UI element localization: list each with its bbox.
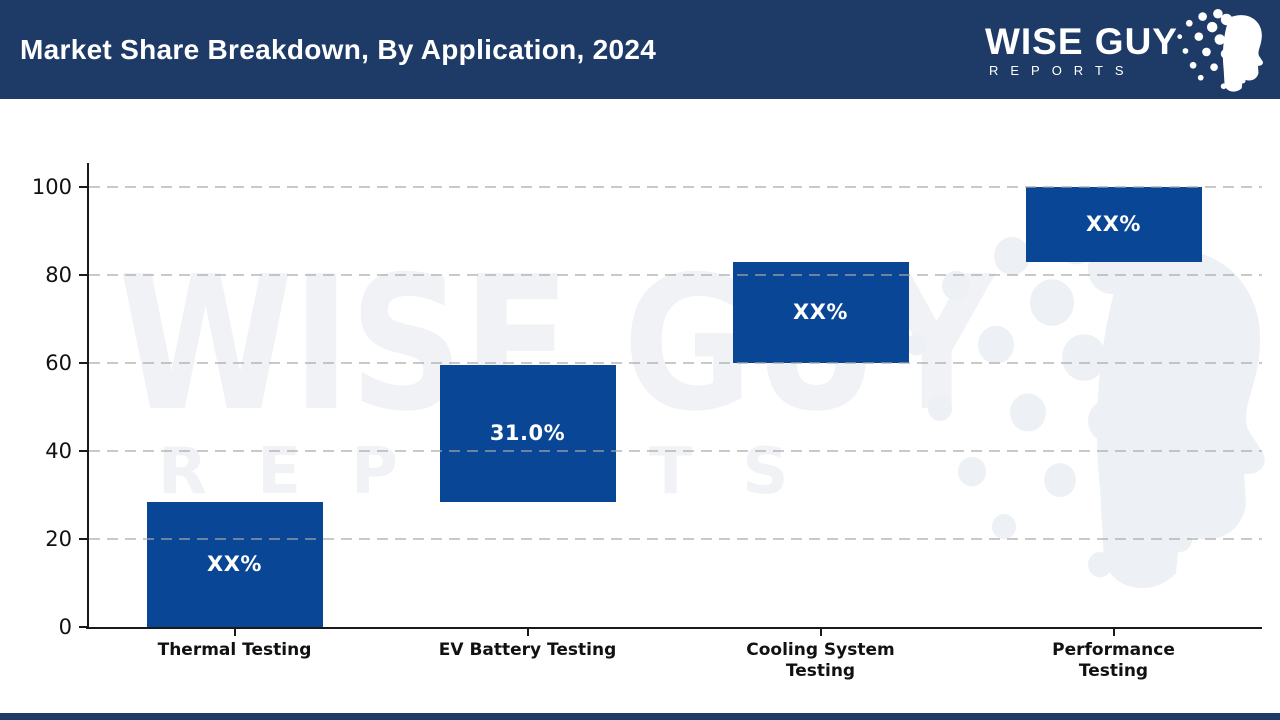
brand-logo-text: WISE GUY REPORTS [985,23,1178,77]
gridline-60 [89,362,1262,364]
wiseguy-face-logo-icon [1177,8,1263,92]
bar-cooling-system-testing: XX% [732,261,909,363]
x-axis-line [86,627,1262,629]
y-tick-mark [79,186,88,188]
x-category-label-thermal-testing: Thermal Testing [125,640,345,661]
gridline-80 [89,274,1262,276]
bar-value-label: XX% [207,552,262,577]
y-tick-label: 60 [45,351,72,375]
y-tick-mark [79,274,88,276]
gridline-20 [89,538,1262,540]
y-tick-label: 40 [45,439,72,463]
x-category-label-line: Testing [785,661,856,681]
bar-value-label: 31.0% [489,421,566,446]
y-tick-mark [79,450,88,452]
x-category-label-cooling-system-testing: Cooling System Testing [711,640,931,682]
x-category-label-line: EV Battery Testing [438,640,617,660]
x-tick-mark [233,629,236,636]
x-category-label-ev-battery-testing: EV Battery Testing [418,640,638,661]
x-category-label-performance-testing: Performance Testing [1004,640,1224,682]
x-category-label-line: Testing [1078,661,1149,681]
gridline-100 [89,186,1262,188]
y-tick-label: 100 [31,175,72,199]
brand-logo: WISE GUY REPORTS [985,8,1264,92]
x-tick-mark [819,629,822,636]
gridline-40 [89,450,1262,452]
bar-performance-testing: XX% [1025,187,1202,262]
y-tick-mark [79,626,88,628]
x-tick-mark [526,629,529,636]
header-banner: Market Share Breakdown, By Application, … [0,0,1280,99]
bar-value-label: XX% [1086,212,1141,237]
x-category-label-line: Thermal Testing [157,640,312,660]
brand-name: WISE GUY [984,20,1178,62]
y-tick-label: 80 [45,263,72,287]
y-tick-label: 20 [45,527,72,551]
bar-thermal-testing: XX% [146,501,323,627]
x-category-label-line: Performance [1052,640,1175,660]
bar-ev-battery-testing: 31.0% [439,365,616,502]
y-tick-mark [79,538,88,540]
y-tick-label: 0 [58,615,72,639]
bottom-accent-strip [0,713,1280,720]
x-category-label-line: Cooling System [746,640,895,660]
bar-value-label: XX% [793,300,848,325]
x-tick-mark [1112,629,1115,636]
y-axis-line [87,163,89,629]
page-title: Market Share Breakdown, By Application, … [20,33,657,65]
y-tick-mark [79,362,88,364]
brand-subname: REPORTS [988,62,1136,78]
